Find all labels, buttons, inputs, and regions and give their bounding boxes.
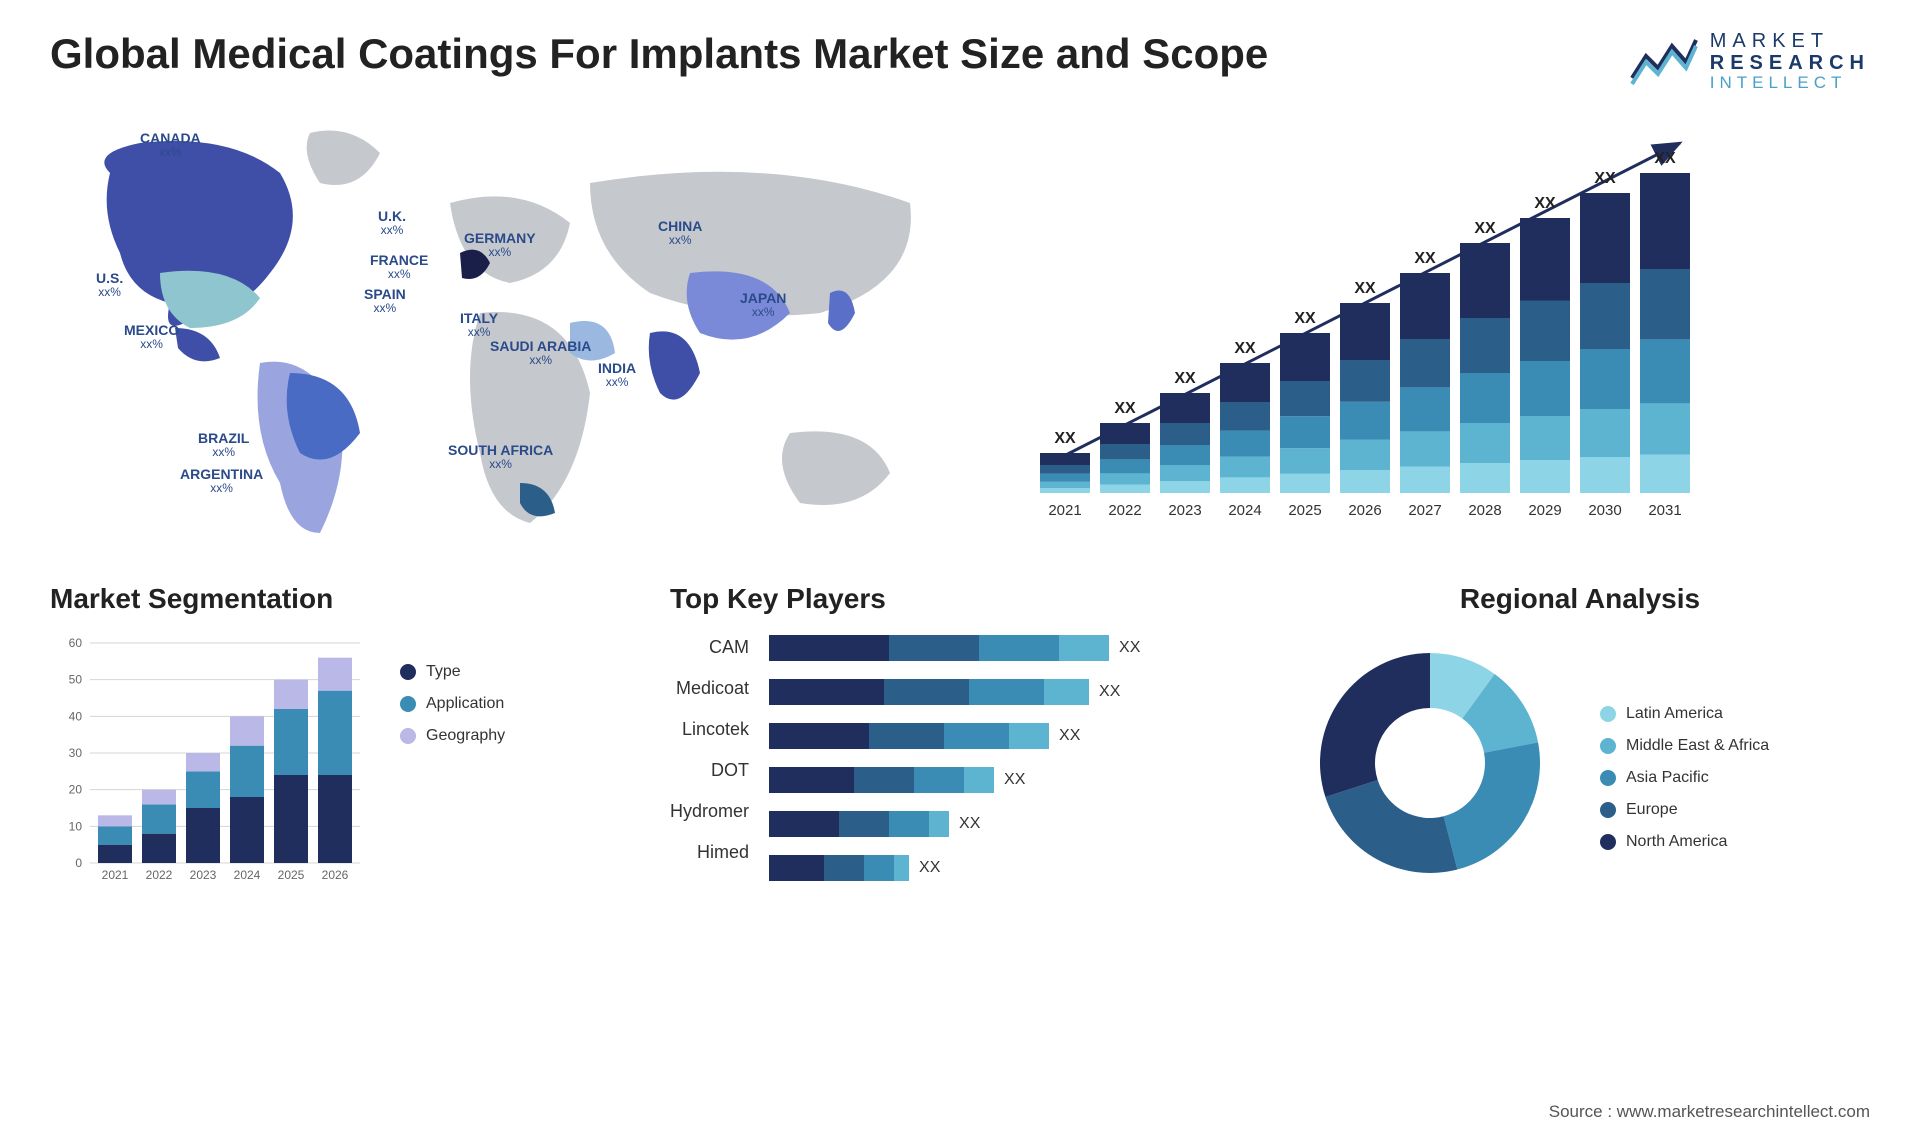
- svg-text:2030: 2030: [1588, 502, 1621, 519]
- svg-text:2022: 2022: [1108, 502, 1141, 519]
- legend-item: Latin America: [1600, 705, 1769, 723]
- svg-text:XX: XX: [1114, 400, 1136, 417]
- map-label: CANADAxx%: [140, 131, 201, 160]
- svg-text:XX: XX: [1294, 310, 1316, 327]
- player-name: Himed: [670, 842, 749, 863]
- page-title: Global Medical Coatings For Implants Mar…: [50, 30, 1268, 78]
- svg-text:XX: XX: [1234, 340, 1256, 357]
- legend-item: Application: [400, 695, 505, 713]
- svg-text:0: 0: [75, 856, 82, 870]
- svg-text:2023: 2023: [190, 868, 217, 882]
- player-name: Medicoat: [670, 678, 749, 699]
- donut-chart: [1290, 633, 1570, 893]
- player-bar-row: XX: [769, 855, 1140, 881]
- svg-text:XX: XX: [1594, 170, 1616, 187]
- segmentation-legend: Type Application Geography: [400, 633, 505, 893]
- segmentation-panel: Market Segmentation 0 10 20 30 40 50 60 2021 202…: [50, 583, 630, 893]
- svg-text:2024: 2024: [234, 868, 261, 882]
- svg-text:XX: XX: [1054, 430, 1076, 447]
- map-label: SPAINxx%: [364, 287, 406, 316]
- svg-text:2025: 2025: [1288, 502, 1321, 519]
- legend-item: Geography: [400, 727, 505, 745]
- svg-text:60: 60: [69, 636, 83, 650]
- bottom-row: Market Segmentation 0 10 20 30 40 50 60 2021 202…: [0, 563, 1920, 893]
- player-name: CAM: [670, 637, 749, 658]
- svg-text:XX: XX: [1474, 220, 1496, 237]
- player-bar-row: XX: [769, 767, 1140, 793]
- svg-text:2031: 2031: [1648, 502, 1681, 519]
- player-bar-row: XX: [769, 679, 1140, 705]
- world-map: CANADAxx% U.S.xx%MEXICOxx% BRAZILxx% ARGENT…: [50, 113, 970, 543]
- source-text: Source : www.marketresearchintellect.com: [1549, 1102, 1870, 1122]
- map-label: BRAZILxx%: [198, 431, 249, 460]
- legend-item: Asia Pacific: [1600, 769, 1769, 787]
- svg-text:40: 40: [69, 709, 83, 723]
- map-label: GERMANYxx%: [464, 231, 536, 260]
- logo: MARKET RESEARCH INTELLECT: [1628, 30, 1870, 93]
- legend-item: North America: [1600, 833, 1769, 851]
- svg-text:30: 30: [69, 746, 83, 760]
- legend-item: Middle East & Africa: [1600, 737, 1769, 755]
- player-name: DOT: [670, 760, 749, 781]
- players-bars: XX XX XX XX XX XX: [769, 633, 1140, 881]
- player-bar-row: XX: [769, 811, 1140, 837]
- svg-text:2028: 2028: [1468, 502, 1501, 519]
- players-labels: CAM Medicoat Lincotek DOT Hydromer Himed: [670, 633, 749, 881]
- svg-text:50: 50: [69, 672, 83, 686]
- svg-text:2021: 2021: [102, 868, 129, 882]
- svg-text:2026: 2026: [1348, 502, 1381, 519]
- map-label: ARGENTINAxx%: [180, 467, 263, 496]
- segmentation-plot: 0 10 20 30 40 50 60 2021 2022 2023 2024 2025 2026: [50, 633, 370, 893]
- logo-text: MARKET RESEARCH INTELLECT: [1710, 30, 1870, 93]
- player-name: Lincotek: [670, 719, 749, 740]
- svg-text:XX: XX: [1534, 195, 1556, 212]
- header: Global Medical Coatings For Implants Mar…: [0, 0, 1920, 103]
- growth-chart: XX 2021 XX 2022 XX 2023 XX 2024 XX 2025 XX 2026 XX 20…: [1010, 113, 1870, 543]
- regional-title: Regional Analysis: [1290, 583, 1870, 615]
- svg-text:XX: XX: [1174, 370, 1196, 387]
- svg-text:2025: 2025: [278, 868, 305, 882]
- svg-text:2023: 2023: [1168, 502, 1201, 519]
- logo-icon: [1628, 34, 1698, 88]
- player-bar-row: XX: [769, 723, 1140, 749]
- svg-text:XX: XX: [1354, 280, 1376, 297]
- svg-text:2026: 2026: [322, 868, 349, 882]
- map-label: CHINAxx%: [658, 219, 702, 248]
- svg-text:2024: 2024: [1228, 502, 1261, 519]
- svg-text:10: 10: [69, 819, 83, 833]
- legend-item: Type: [400, 663, 505, 681]
- player-name: Hydromer: [670, 801, 749, 822]
- map-label: ITALYxx%: [460, 311, 498, 340]
- player-bar-row: XX: [769, 635, 1140, 661]
- map-label: FRANCExx%: [370, 253, 428, 282]
- map-label: SAUDI ARABIAxx%: [490, 339, 591, 368]
- svg-text:2021: 2021: [1048, 502, 1081, 519]
- svg-text:XX: XX: [1414, 250, 1436, 267]
- players-panel: Top Key Players CAM Medicoat Lincotek DOT Hy…: [670, 583, 1250, 893]
- regional-legend: Latin America Middle East & Africa Asia Pa…: [1600, 675, 1769, 851]
- map-label: U.K.xx%: [378, 209, 406, 238]
- map-label: INDIAxx%: [598, 361, 636, 390]
- svg-text:XX: XX: [1654, 150, 1676, 167]
- svg-text:2022: 2022: [146, 868, 173, 882]
- top-row: CANADAxx% U.S.xx%MEXICOxx% BRAZILxx% ARGENT…: [0, 103, 1920, 563]
- segmentation-title: Market Segmentation: [50, 583, 630, 615]
- map-label: U.S.xx%: [96, 271, 123, 300]
- map-label: JAPANxx%: [740, 291, 786, 320]
- svg-text:20: 20: [69, 782, 83, 796]
- players-title: Top Key Players: [670, 583, 1250, 615]
- svg-text:2027: 2027: [1408, 502, 1441, 519]
- svg-text:2029: 2029: [1528, 502, 1561, 519]
- regional-panel: Regional Analysis Latin America Middle Ea…: [1290, 583, 1870, 893]
- map-label: SOUTH AFRICAxx%: [448, 443, 553, 472]
- growth-svg: XX 2021 XX 2022 XX 2023 XX 2024 XX 2025 XX 2026 XX 20…: [1010, 113, 1830, 543]
- map-label: MEXICOxx%: [124, 323, 179, 352]
- legend-item: Europe: [1600, 801, 1769, 819]
